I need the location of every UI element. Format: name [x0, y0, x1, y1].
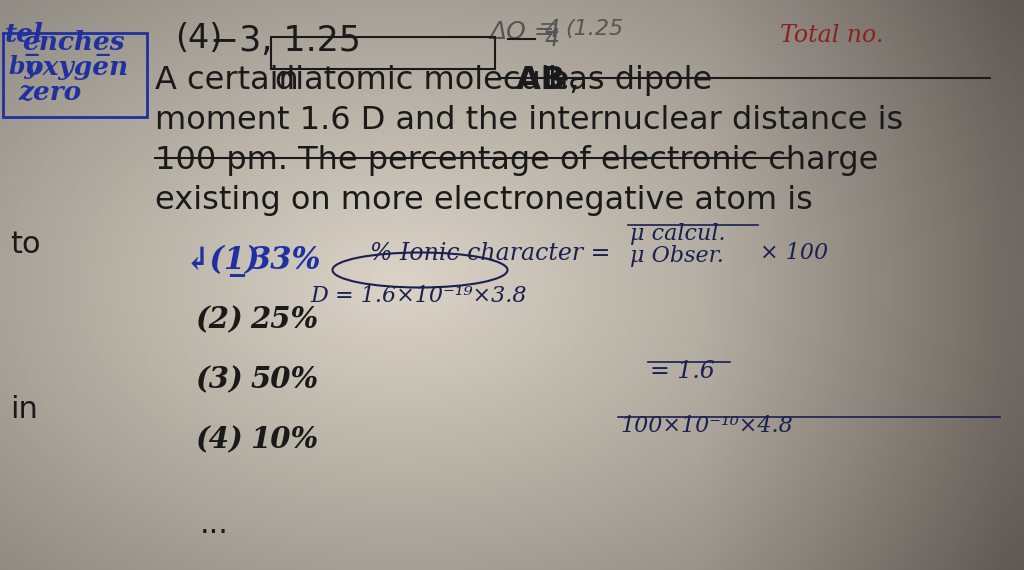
Text: (1.25: (1.25	[565, 19, 624, 39]
Text: existing on more electronegative atom is: existing on more electronegative atom is	[155, 185, 813, 216]
Text: 25%: 25%	[250, 305, 318, 334]
Text: AB: AB	[505, 65, 565, 96]
Text: (4): (4)	[195, 425, 243, 454]
Text: 4: 4	[545, 18, 560, 42]
Text: has dipole: has dipole	[538, 65, 713, 96]
Text: 4: 4	[545, 27, 560, 51]
Text: zero: zero	[18, 80, 81, 105]
Text: oxygen: oxygen	[25, 55, 128, 80]
Text: by: by	[8, 55, 38, 79]
Text: Total no.: Total no.	[780, 24, 884, 47]
Text: 33%: 33%	[250, 245, 322, 276]
Text: 50%: 50%	[250, 365, 318, 394]
Text: = 1.6: = 1.6	[650, 360, 715, 383]
Text: (4): (4)	[175, 22, 222, 55]
Text: μ calcul.: μ calcul.	[630, 223, 726, 245]
Text: D = 1.6×10⁻¹⁹×3.8: D = 1.6×10⁻¹⁹×3.8	[310, 285, 526, 307]
Text: ...: ...	[200, 510, 229, 539]
Text: (2): (2)	[195, 305, 243, 334]
Text: μ Obser.: μ Obser.	[630, 245, 724, 267]
Text: to: to	[10, 230, 41, 259]
Text: (3): (3)	[195, 365, 243, 394]
Text: ↲(1̲): ↲(1̲)	[185, 245, 260, 277]
Text: × 100: × 100	[760, 242, 828, 264]
Text: moment 1.6 D and the internuclear distance is: moment 1.6 D and the internuclear distan…	[155, 105, 903, 136]
Text: diatomic molecule,: diatomic molecule,	[275, 65, 580, 96]
Text: in: in	[10, 395, 38, 424]
Text: A certain: A certain	[155, 65, 309, 96]
Text: % Ionic character =: % Ionic character =	[370, 242, 610, 265]
Text: 10%: 10%	[250, 425, 318, 454]
Text: −3, 1.25: −3, 1.25	[210, 24, 360, 58]
Text: ΔO =: ΔO =	[490, 20, 556, 44]
Text: e̲nche̲s: e̲nche̲s	[22, 30, 125, 56]
Text: 100 pm. The percentage of electronic charge: 100 pm. The percentage of electronic cha…	[155, 145, 879, 176]
Text: 100×10⁻¹⁰×4.8: 100×10⁻¹⁰×4.8	[620, 415, 793, 437]
Text: tel: tel	[5, 22, 44, 47]
